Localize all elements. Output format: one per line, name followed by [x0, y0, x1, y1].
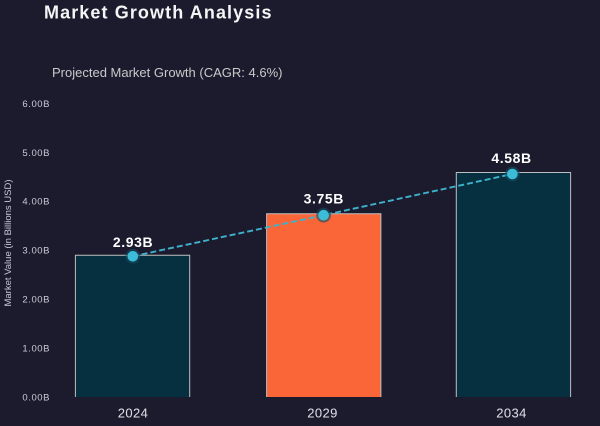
- svg-text:1.00B: 1.00B: [22, 343, 50, 354]
- svg-text:2029: 2029: [307, 406, 338, 421]
- svg-text:4.58B: 4.58B: [491, 150, 531, 166]
- svg-text:2024: 2024: [118, 406, 149, 421]
- svg-text:Projected Market Growth (CAGR:: Projected Market Growth (CAGR: 4.6%): [52, 65, 282, 80]
- svg-text:Market Growth Analysis: Market Growth Analysis: [44, 3, 273, 23]
- svg-text:3.00B: 3.00B: [22, 246, 50, 257]
- svg-text:5.00B: 5.00B: [22, 148, 50, 159]
- svg-text:Market Value (in Billions USD): Market Value (in Billions USD): [3, 179, 14, 306]
- svg-text:0.00B: 0.00B: [22, 392, 50, 403]
- svg-text:2034: 2034: [496, 406, 527, 421]
- svg-text:2.93B: 2.93B: [113, 234, 153, 250]
- svg-text:4.00B: 4.00B: [22, 197, 50, 208]
- svg-text:3.75B: 3.75B: [304, 191, 344, 207]
- svg-text:2.00B: 2.00B: [22, 295, 50, 306]
- svg-text:6.00B: 6.00B: [22, 99, 50, 110]
